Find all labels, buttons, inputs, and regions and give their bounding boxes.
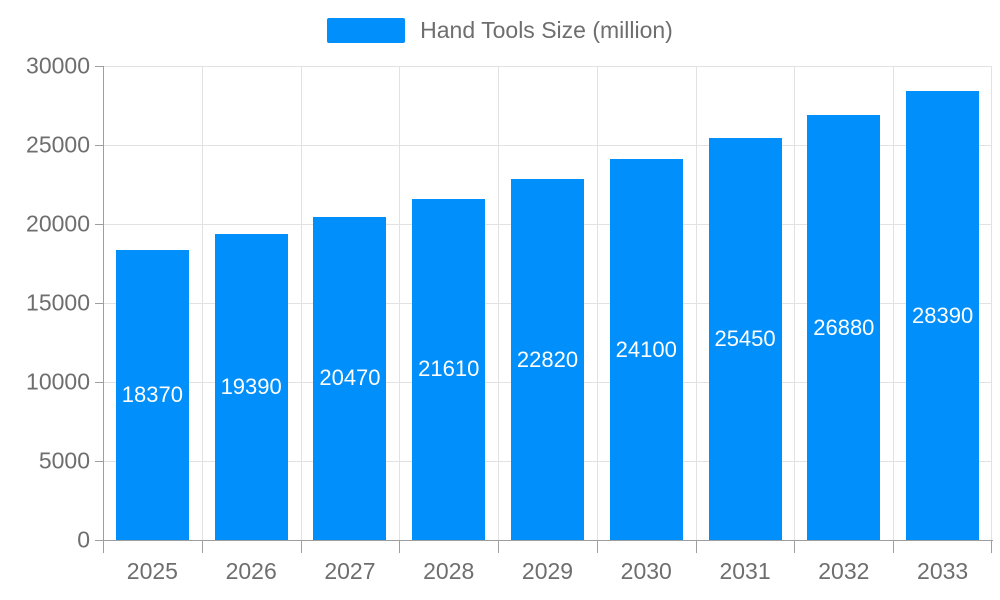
y-tick-mark — [95, 461, 103, 462]
bar-2029[interactable] — [511, 179, 584, 540]
y-tick-label: 5000 — [38, 447, 90, 474]
legend-swatch-icon — [327, 18, 406, 43]
y-tick-mark — [95, 303, 103, 304]
bar-2031[interactable] — [708, 137, 782, 540]
x-gridline — [300, 66, 302, 540]
x-tick-label: 2032 — [818, 558, 870, 584]
y-axis-line — [103, 66, 104, 540]
y-tick-label: 0 — [77, 526, 90, 553]
x-tick-label: 2033 — [917, 558, 969, 584]
bar-2027[interactable] — [313, 216, 387, 540]
bar-2030[interactable] — [609, 159, 683, 540]
x-tick-label: 2029 — [521, 558, 574, 584]
y-tick-label: 10000 — [26, 368, 90, 395]
x-tick-mark — [498, 541, 500, 553]
x-tick-mark — [893, 541, 895, 553]
y-tick-mark — [95, 145, 103, 146]
x-gridline — [201, 66, 203, 540]
y-tick-label: 25000 — [26, 131, 90, 158]
x-gridline — [695, 66, 697, 540]
x-axis-line — [103, 540, 993, 541]
x-tick-mark — [596, 541, 598, 553]
x-tick-label: 2030 — [620, 558, 672, 584]
legend[interactable]: Hand Tools Size (million) — [0, 17, 1000, 44]
x-tick-label: 2031 — [719, 558, 771, 584]
x-tick-label: 2027 — [324, 558, 376, 584]
y-tick-label: 15000 — [26, 289, 90, 316]
y-gridline — [104, 66, 992, 67]
x-tick-mark — [201, 541, 203, 553]
x-tick-mark — [103, 541, 104, 553]
x-gridline — [498, 66, 500, 540]
bar-2032[interactable] — [807, 115, 881, 540]
x-tick-label: 2026 — [225, 558, 277, 584]
y-gridline — [104, 145, 992, 146]
y-tick-label: 30000 — [26, 52, 90, 79]
legend-label: Hand Tools Size (million) — [420, 17, 673, 43]
bar-2028[interactable] — [412, 198, 486, 540]
x-tick-mark — [695, 541, 697, 553]
y-tick-mark — [95, 540, 103, 541]
y-tick-mark — [95, 224, 103, 225]
x-gridline — [596, 66, 598, 540]
bar-2026[interactable] — [214, 233, 288, 540]
x-tick-mark — [300, 541, 302, 553]
x-gridline — [893, 66, 895, 540]
y-tick-mark — [95, 66, 103, 67]
x-gridline — [794, 66, 796, 540]
x-tick-mark — [399, 541, 401, 553]
x-gridline — [991, 66, 992, 540]
y-tick-mark — [95, 382, 103, 383]
x-tick-label: 2028 — [423, 558, 475, 584]
y-tick-label: 20000 — [26, 210, 90, 237]
bar-2025[interactable] — [115, 249, 189, 540]
x-gridline — [399, 66, 401, 540]
plot-area: 0 5000 10000 15000 20000 25000 30000 18370 2025 1… — [26, 53, 993, 584]
x-tick-mark — [991, 541, 992, 553]
bar-2033[interactable] — [906, 91, 980, 540]
x-tick-label: 2025 — [126, 558, 178, 584]
x-tick-mark — [794, 541, 796, 553]
